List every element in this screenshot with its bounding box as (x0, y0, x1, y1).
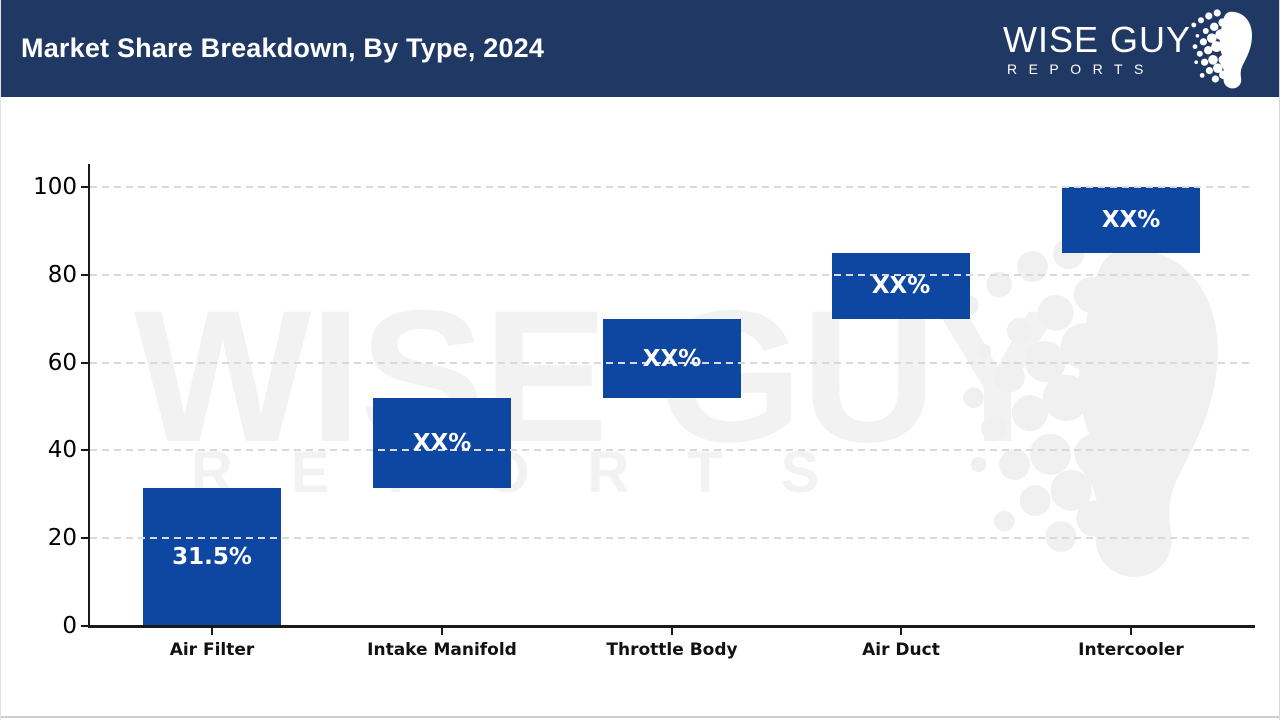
y-axis-line (88, 164, 90, 628)
y-tick-label: 80 (47, 262, 77, 288)
bar-value-label: XX% (1101, 207, 1161, 233)
x-axis-label: Intercooler (1078, 640, 1184, 660)
x-axis-label: Air Duct (862, 640, 940, 660)
x-axis-line (88, 625, 1255, 628)
x-tick-mark (900, 628, 902, 635)
watermark-head-icon (958, 238, 1218, 577)
x-axis-label: Air Filter (169, 640, 255, 660)
y-tick-mark (81, 274, 89, 276)
gridline-80 (90, 274, 1254, 276)
header-bar: Market Share Breakdown, By Type, 2024 WI… (1, 0, 1279, 97)
y-tick-mark (81, 625, 89, 627)
x-tick-mark (441, 628, 443, 635)
bar-value-label: XX% (871, 273, 931, 299)
logo-text: WISE GUY REPORTS (1002, 18, 1191, 77)
y-tick-mark (81, 362, 89, 364)
bar-air-filter (143, 488, 281, 626)
wiseguy-head-icon (1191, 8, 1253, 88)
bar-air-duct (832, 253, 970, 319)
y-tick-label: 100 (33, 174, 77, 200)
y-tick-label: 40 (47, 437, 77, 463)
x-tick-mark (211, 628, 213, 635)
logo-wordmark: WISE GUY (1002, 18, 1191, 60)
x-axis-label: Intake Manifold (367, 640, 517, 660)
y-tick-mark (81, 537, 89, 539)
wiseguy-logo: WISE GUY REPORTS (1003, 6, 1261, 92)
bar-throttle-body (603, 319, 741, 398)
bar-value-label: XX% (642, 345, 702, 372)
bar-value-label: 31.5% (172, 544, 252, 570)
logo-subtitle: REPORTS (1006, 60, 1155, 77)
y-tick-label: 60 (47, 350, 77, 376)
x-axis-label: Throttle Body (606, 640, 738, 660)
gridline-40 (90, 449, 1254, 451)
page-title: Market Share Breakdown, By Type, 2024 (21, 33, 545, 63)
bar-intake-manifold (373, 398, 511, 488)
bar-value-label: XX% (412, 430, 472, 456)
y-tick-mark (81, 186, 89, 188)
bar-intercooler (1062, 187, 1200, 253)
y-tick-label: 20 (47, 525, 77, 551)
x-tick-mark (1130, 628, 1132, 635)
x-tick-mark (671, 628, 673, 635)
y-tick-label: 0 (62, 613, 77, 639)
y-tick-mark (81, 449, 89, 451)
